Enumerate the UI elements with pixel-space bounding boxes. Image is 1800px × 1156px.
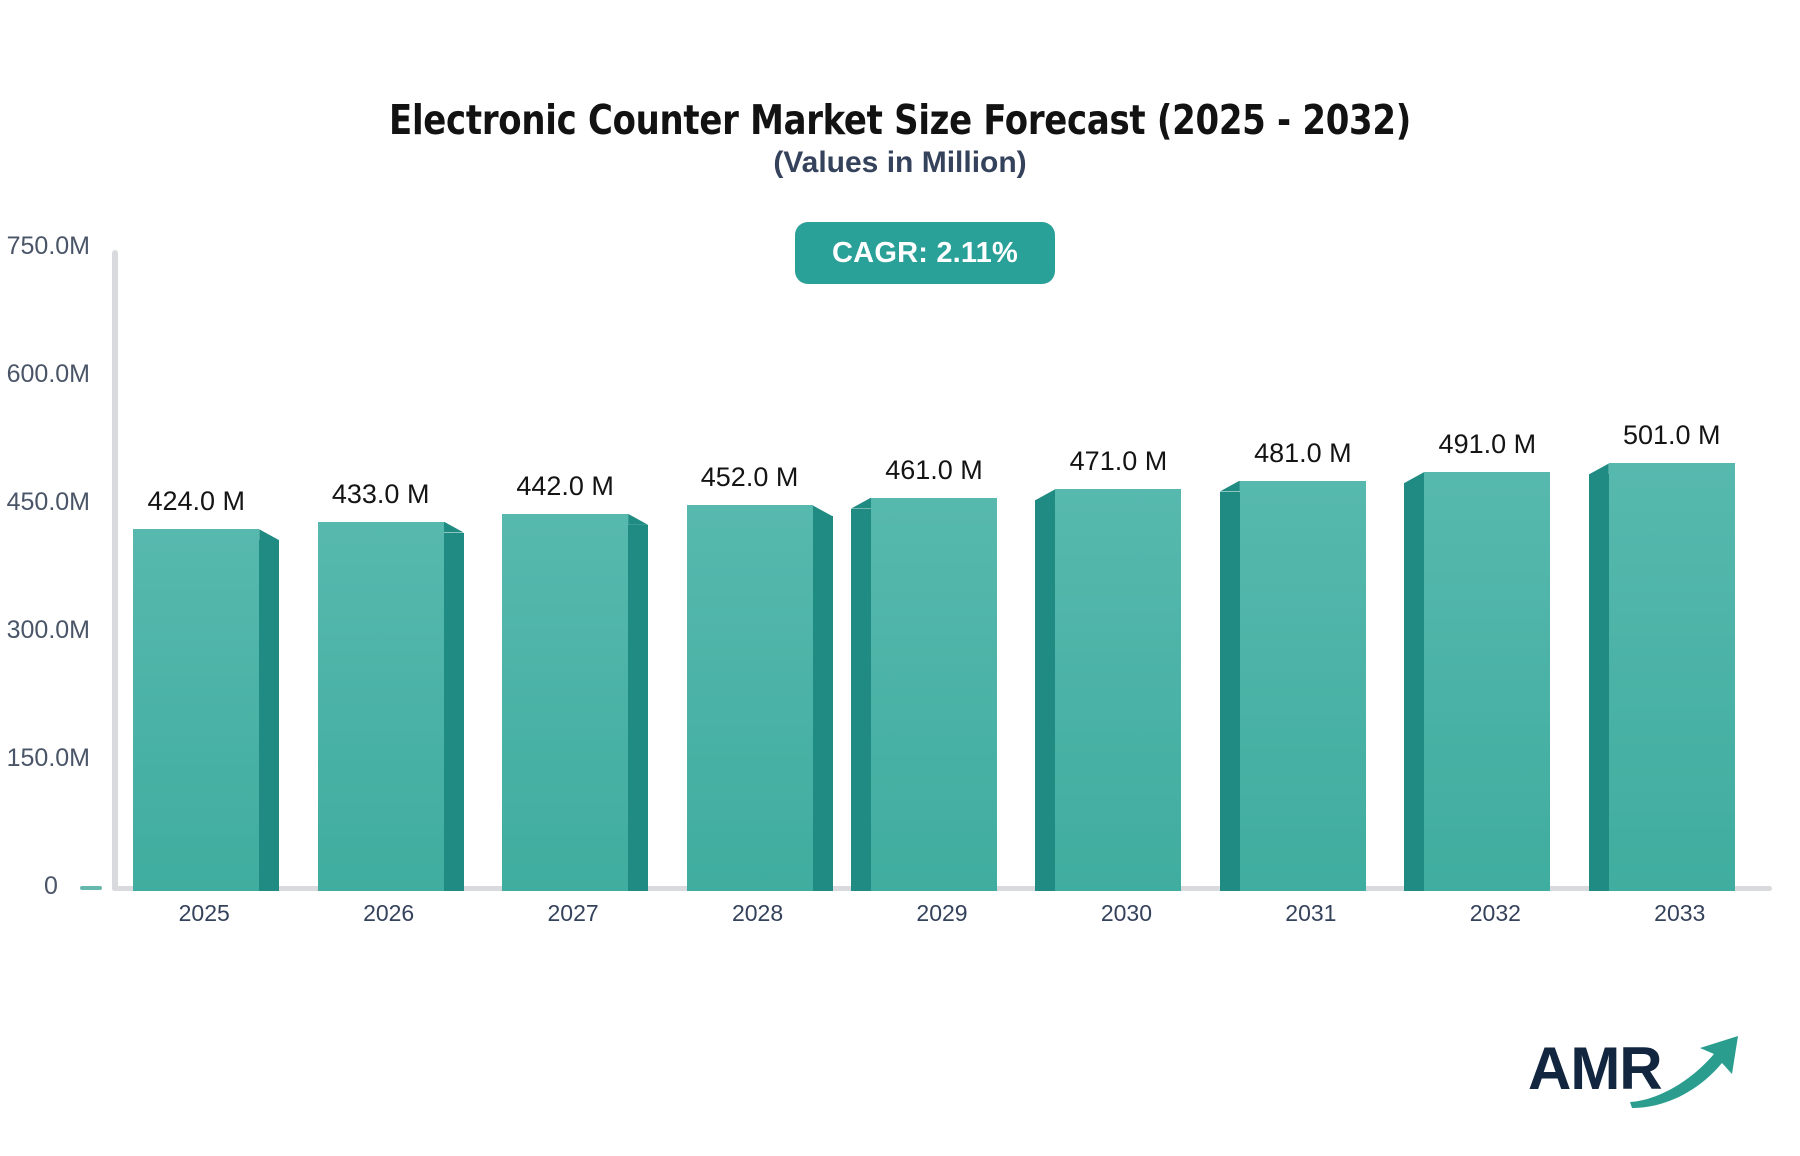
y-tick-label-750: 750.0M [6,232,90,260]
bar-top-bevel [1219,480,1240,492]
bar-2030[interactable]: 471.0 M [1035,446,1182,891]
y-tick-label-600: 600.0M [6,360,90,388]
bar-side-face [812,516,833,891]
bar-top-bevel [259,529,280,541]
bar-value-label: 452.0 M [700,462,799,493]
bar-top-bevel [628,513,649,525]
bar-value-label: 501.0 M [1622,420,1721,451]
bar-front-face [317,521,444,891]
bar-top-bevel [851,497,871,509]
x-tick-label-2028: 2028 [731,900,784,926]
page-title: Electronic Counter Market Size Forecast … [389,96,1411,144]
bar-value-label: 433.0 M [331,478,430,509]
bar-2028[interactable]: 452.0 M [686,462,833,891]
bar-top-bevel [443,521,464,533]
y-tick-label-300: 300.0M [6,616,90,644]
bar-side-face [851,508,871,891]
bar-side-face [1404,483,1425,891]
x-tick-label-2033: 2033 [1654,900,1706,926]
bar-front-face [1055,489,1182,891]
bar-series: 424.0 M 433.0 M 442.0 M 452.0 M 461.0 M 471.0… [112,248,1772,891]
bar-value-label: 481.0 M [1254,437,1352,468]
bar-value-label: 424.0 M [147,486,245,517]
x-tick-label-2031: 2031 [1285,900,1337,926]
bar-front-face [686,505,813,891]
bar-2033[interactable]: 501.0 M [1588,420,1735,891]
y-tick-label-450: 450.0M [6,488,90,516]
bar-2027[interactable]: 442.0 M [502,471,649,891]
y-tick-label-0: 0 [44,872,58,900]
x-tick-label-2027: 2027 [547,900,599,926]
bar-2025[interactable]: 424.0 M [133,486,280,891]
growth-arrow-icon [1630,1036,1738,1108]
bar-value-label: 471.0 M [1069,446,1168,477]
bar-front-face [1239,480,1366,891]
bar-front-face [133,529,260,891]
bar-top-bevel [1035,489,1056,501]
bar-value-label: 461.0 M [885,454,983,485]
bar-2026[interactable]: 433.0 M [317,479,464,891]
bar-side-face [1588,474,1609,891]
logo-wordmark: AMR [1528,1035,1663,1102]
bar-front-face [1424,472,1551,891]
bar-2029[interactable]: 461.0 M [851,455,997,891]
chart-subtitle: (Values in Million) [773,146,1027,179]
bar-top-bevel [1588,463,1609,475]
bar-front-face [871,497,997,891]
bar-side-face [1035,500,1056,891]
bar-top-bevel [812,505,833,517]
bar-value-label: 491.0 M [1438,429,1537,460]
x-tick-label-2032: 2032 [1469,900,1521,926]
x-tick-label-2025: 2025 [178,900,230,926]
bar-side-face [259,540,280,891]
x-tick-label-2029: 2029 [916,900,968,926]
amr-logo: AMR [1528,1028,1748,1118]
bar-2032[interactable]: 491.0 M [1404,429,1551,891]
x-tick-label-2030: 2030 [1100,900,1153,926]
bar-top-bevel [1404,472,1425,484]
bar-side-face [1219,491,1240,891]
x-tick-label-2026: 2026 [363,900,415,926]
cagr-badge: CAGR: 2.11% [795,222,1055,284]
bar-2031[interactable]: 481.0 M [1219,438,1366,891]
bar-value-label: 442.0 M [516,470,614,501]
bar-side-face [443,532,464,891]
bar-front-face [502,513,629,891]
bar-side-face [628,524,649,891]
y-tick-mark-0 [80,886,102,890]
y-axis-line [112,250,118,891]
y-tick-label-150: 150.0M [6,744,90,772]
bar-front-face [1608,463,1735,891]
